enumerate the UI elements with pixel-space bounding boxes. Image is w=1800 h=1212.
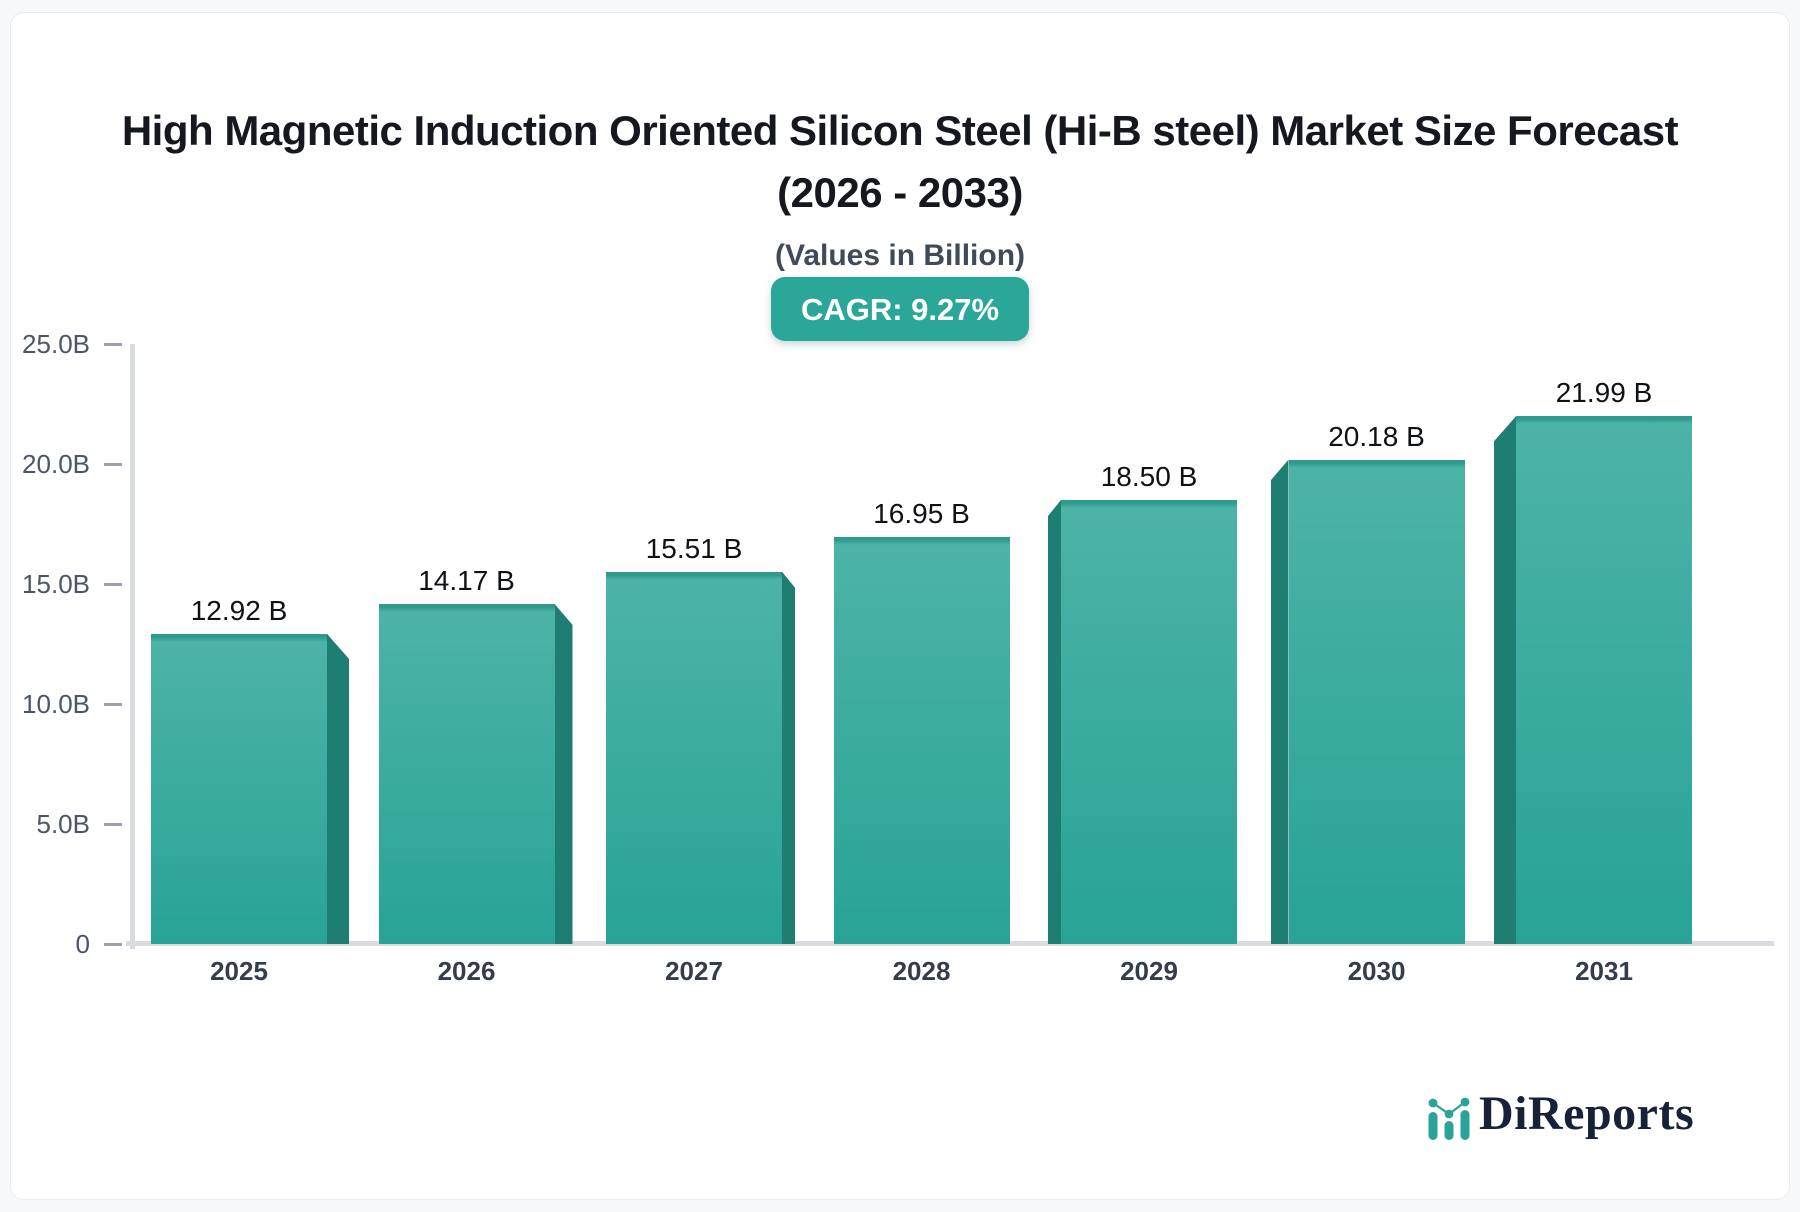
bar-value-label-2031: 21.99 B xyxy=(1555,377,1653,409)
chart-title-line1: High Magnetic Induction Oriented Silicon… xyxy=(121,107,1679,154)
x-axis-label-2025: 2025 xyxy=(210,956,268,986)
chart-title: High Magnetic Induction Oriented Silicon… xyxy=(0,100,1800,224)
x-axis-label-2028: 2028 xyxy=(892,956,951,986)
brand-logo: DiReports xyxy=(1428,1088,1694,1140)
bar-side-shadow-2029 xyxy=(1048,500,1061,944)
bar-value-label-2030: 20.18 B xyxy=(1328,420,1425,452)
y-tick-mark xyxy=(104,582,122,586)
chart-title-line2: (2026 - 2033) xyxy=(777,169,1023,216)
y-tick-mark xyxy=(104,822,122,826)
direports-logo-icon xyxy=(1428,1097,1470,1140)
x-axis-label-2031: 2031 xyxy=(1575,956,1633,986)
bar-value-label-2025: 12.92 B xyxy=(190,594,288,626)
bar-side-shadow-2026 xyxy=(554,603,573,944)
bar-value-label-2029: 18.50 B xyxy=(1100,461,1198,492)
bar-2028[interactable] xyxy=(833,537,1010,944)
cagr-badge: CAGR: 9.27% xyxy=(770,277,1030,341)
y-axis-line xyxy=(130,344,135,949)
x-axis-label-2030: 2030 xyxy=(1347,956,1406,986)
bar-2027[interactable] xyxy=(606,571,782,944)
bar-2026[interactable] xyxy=(378,603,555,944)
y-tick-label: 15.0B xyxy=(22,569,90,599)
y-tick-label: 20.0B xyxy=(22,449,90,479)
x-axis-label-2029: 2029 xyxy=(1120,956,1178,986)
chart-subtitle: (Values in Billion) xyxy=(774,239,1026,272)
y-tick-mark xyxy=(104,942,122,946)
bar-side-shadow-2025 xyxy=(327,633,349,944)
bar-side-shadow-2030 xyxy=(1270,459,1289,944)
bar-value-label-2028: 16.95 B xyxy=(873,498,970,530)
brand-name: DiReports xyxy=(1479,1087,1695,1140)
bar-value-label-2027: 15.51 B xyxy=(645,532,743,564)
y-tick-label: 10.0B xyxy=(22,689,90,719)
bar-side-shadow-2027 xyxy=(782,571,795,944)
y-tick-mark xyxy=(104,342,122,346)
bar-2031[interactable] xyxy=(1516,416,1692,944)
y-tick-label: 25.0B xyxy=(22,329,90,359)
bar-2025[interactable] xyxy=(151,633,327,944)
chart-header: High Magnetic Induction Oriented Silicon… xyxy=(0,100,1800,341)
y-tick-mark xyxy=(104,462,122,466)
bar-2030[interactable] xyxy=(1288,459,1465,944)
y-tick-label: 0 xyxy=(75,929,90,959)
x-axis-label-2027: 2027 xyxy=(665,956,723,986)
x-axis-label-2026: 2026 xyxy=(437,956,496,986)
bar-2029[interactable] xyxy=(1061,500,1237,944)
y-tick-label: 5.0B xyxy=(36,809,91,839)
bar-value-label-2026: 14.17 B xyxy=(418,564,515,596)
y-tick-mark xyxy=(104,702,122,706)
bar-side-shadow-2031 xyxy=(1494,416,1516,944)
